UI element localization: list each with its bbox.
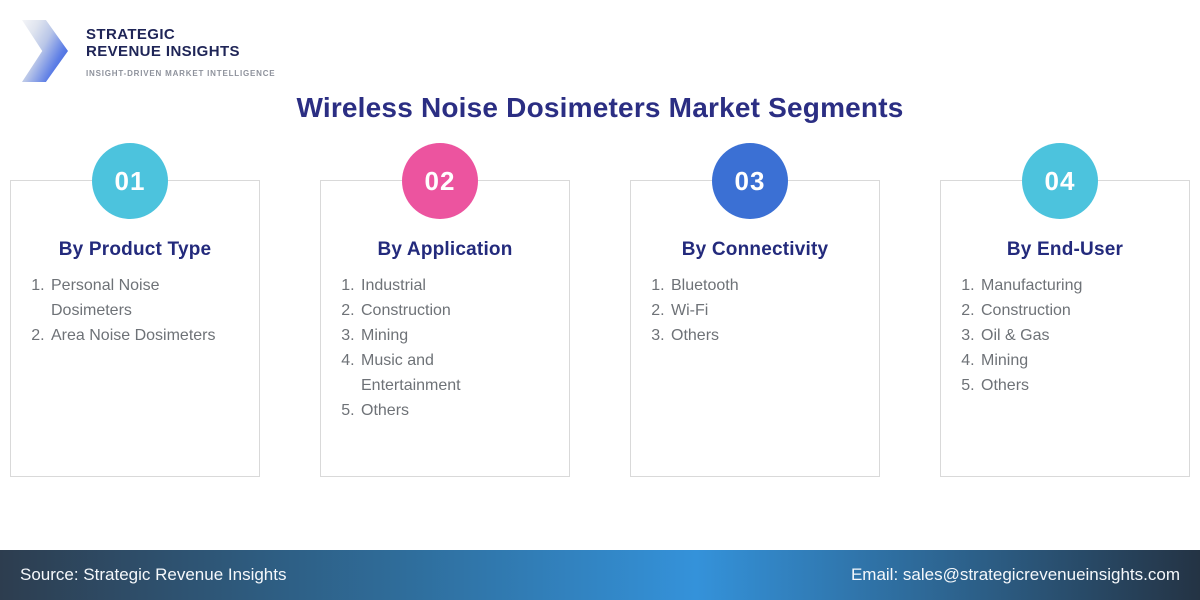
list-item: Mining [979,348,1149,373]
segment-list: Bluetooth Wi-Fi Others [639,273,839,348]
segment-card-end-user: 04 By End-User Manufacturing Constructio… [940,143,1190,477]
segment-number-badge: 01 [92,143,168,219]
segment-list: Personal Noise Dosimeters Area Noise Dos… [19,273,219,348]
brand-tagline: INSIGHT-DRIVEN MARKET INTELLIGENCE [86,69,276,78]
list-item: Construction [359,298,529,323]
list-item: Oil & Gas [979,323,1149,348]
segment-card-connectivity: 03 By Connectivity Bluetooth Wi-Fi Other… [630,143,880,477]
list-item: Others [359,398,529,423]
segment-number-badge: 02 [402,143,478,219]
segment-card-product-type: 01 By Product Type Personal Noise Dosime… [10,143,260,477]
footer-email-text: Email: sales@strategicrevenueinsights.co… [850,565,1180,584]
segment-list: Industrial Construction Mining Music and… [329,273,529,423]
list-item: Manufacturing [979,273,1149,298]
list-item: Wi-Fi [669,298,839,323]
list-item: Bluetooth [669,273,839,298]
segment-heading: By Product Type [58,239,212,260]
footer-source-text: Source: Strategic Revenue Insights [20,565,287,584]
segment-heading: By End-User [1006,239,1124,260]
list-item: Personal Noise Dosimeters [49,273,219,323]
segment-list: Manufacturing Construction Oil & Gas Min… [949,273,1149,398]
list-item: Area Noise Dosimeters [49,323,219,348]
list-item: Others [979,373,1149,398]
segment-number-badge: 03 [712,143,788,219]
brand-name-line1: STRATEGIC [86,26,176,43]
segment-card-application: 02 By Application Industrial Constructio… [320,143,570,477]
brand-name-line2: REVENUE INSIGHTS [86,43,240,60]
chevron-arrow-icon [22,20,68,82]
segment-number-badge: 04 [1022,143,1098,219]
list-item: Mining [359,323,529,348]
brand-logo: STRATEGIC REVENUE INSIGHTS INSIGHT-DRIVE… [22,16,275,82]
segment-heading: By Connectivity [681,239,829,260]
list-item: Construction [979,298,1149,323]
list-item: Others [669,323,839,348]
page-title: Wireless Noise Dosimeters Market Segment… [296,92,904,123]
list-item: Music and Entertainment [359,348,529,398]
segment-cards: 01 By Product Type Personal Noise Dosime… [10,143,1190,477]
brand-logo-text: STRATEGIC REVENUE INSIGHTS INSIGHT-DRIVE… [86,16,275,78]
list-item: Industrial [359,273,529,298]
segment-heading: By Application [377,239,513,260]
footer-bar: Source: Strategic Revenue Insights Email… [0,550,1200,600]
